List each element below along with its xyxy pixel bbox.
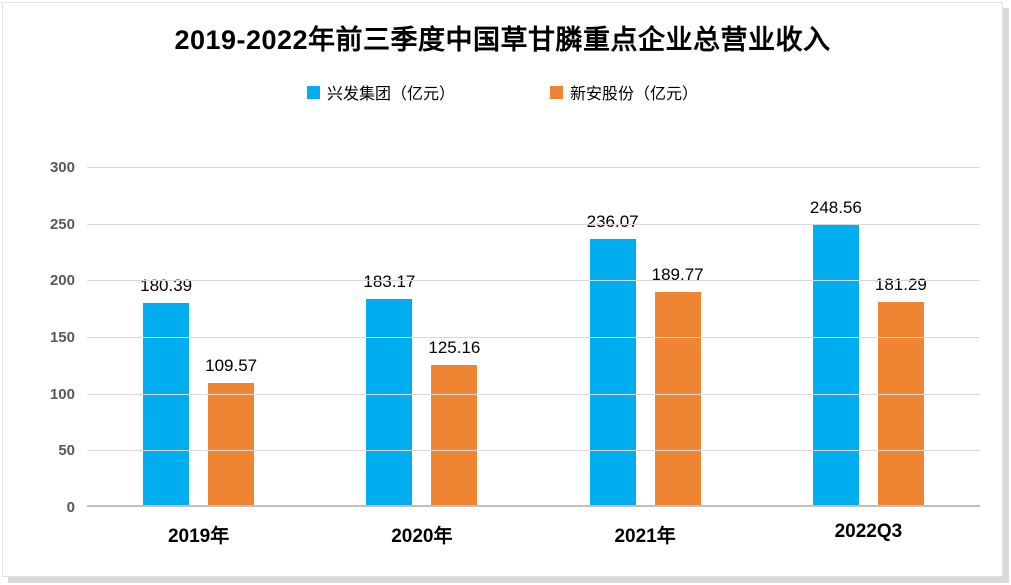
y-tick-label: 100 bbox=[49, 385, 75, 403]
bar-value-label: 181.29 bbox=[874, 274, 927, 294]
x-category-label: 2020年 bbox=[391, 526, 453, 547]
y-tick-label: 200 bbox=[49, 272, 75, 290]
x-category-label: 2021年 bbox=[614, 526, 676, 547]
legend-item-xingfa: 兴发集团（亿元） bbox=[306, 80, 455, 104]
bar bbox=[366, 299, 413, 507]
x-axis-line bbox=[87, 505, 980, 507]
bar-cell: 180.39 bbox=[140, 276, 192, 507]
bar bbox=[812, 225, 859, 507]
bar-cell: 183.17 bbox=[363, 272, 415, 507]
gridline bbox=[87, 167, 980, 168]
bar-value-label: 248.56 bbox=[809, 198, 862, 218]
bar bbox=[143, 302, 190, 507]
legend-label-xingfa: 兴发集团（亿元） bbox=[326, 86, 455, 103]
bar-value-label: 236.07 bbox=[586, 212, 639, 232]
bar bbox=[208, 382, 255, 507]
bar-value-label: 180.39 bbox=[140, 275, 193, 295]
gridline bbox=[87, 223, 980, 225]
bar-cell: 236.07 bbox=[587, 212, 639, 507]
x-category-label: 2019年 bbox=[167, 526, 230, 547]
gridline bbox=[87, 450, 980, 452]
bar-group: 180.39 109.57 bbox=[87, 167, 310, 507]
bar-cell: 109.57 bbox=[205, 356, 257, 507]
y-tick-label: 150 bbox=[49, 329, 75, 346]
x-axis: 2019年 2020年 2021年 2022Q3 bbox=[87, 521, 980, 548]
bar-cell: 189.77 bbox=[652, 265, 704, 507]
bar bbox=[654, 291, 701, 507]
legend-item-xinan: 新安股份（亿元） bbox=[550, 80, 698, 104]
legend: 兴发集团（亿元） 新安股份（亿元） bbox=[3, 81, 1002, 103]
gridline bbox=[87, 280, 980, 282]
bar-value-label: 189.77 bbox=[651, 264, 704, 284]
bar bbox=[431, 365, 478, 507]
gridline bbox=[87, 337, 980, 338]
x-category-label: 2022Q3 bbox=[834, 521, 903, 542]
legend-swatch-xingfa-icon bbox=[306, 85, 320, 99]
bar-cell: 248.56 bbox=[810, 198, 862, 507]
bar bbox=[877, 301, 924, 507]
bar bbox=[589, 239, 636, 507]
bar-groups: 180.39 109.57 183.17 125.16 236.07 189.77 248.… bbox=[87, 167, 980, 507]
chart-title: 2019-2022年前三季度中国草甘膦重点企业总营业收入 bbox=[174, 25, 831, 55]
bar-cell: 125.16 bbox=[428, 338, 480, 507]
bar-group: 236.07 189.77 bbox=[534, 167, 757, 507]
chart-card: 2019-2022年前三季度中国草甘膦重点企业总营业收入 兴发集团（亿元） 新安… bbox=[2, 2, 1003, 577]
legend-swatch-xinan-icon bbox=[550, 85, 563, 99]
plot-area: 180.39 109.57 183.17 125.16 236.07 189.77 248.… bbox=[50, 160, 980, 515]
legend-label-xinan: 新安股份（亿元） bbox=[570, 86, 699, 103]
bar-value-label: 183.17 bbox=[363, 272, 416, 292]
gridline bbox=[87, 393, 980, 395]
y-tick-label: 50 bbox=[58, 442, 75, 460]
y-tick-label: 0 bbox=[66, 499, 75, 516]
bar-group: 248.56 181.29 bbox=[757, 167, 980, 507]
y-tick-label: 250 bbox=[49, 215, 75, 233]
bar-value-label: 125.16 bbox=[428, 338, 481, 358]
y-tick-label: 300 bbox=[49, 159, 75, 176]
bar-value-label: 109.57 bbox=[205, 355, 258, 375]
bar-cell: 181.29 bbox=[875, 275, 927, 507]
bar-group: 183.17 125.16 bbox=[310, 167, 533, 507]
